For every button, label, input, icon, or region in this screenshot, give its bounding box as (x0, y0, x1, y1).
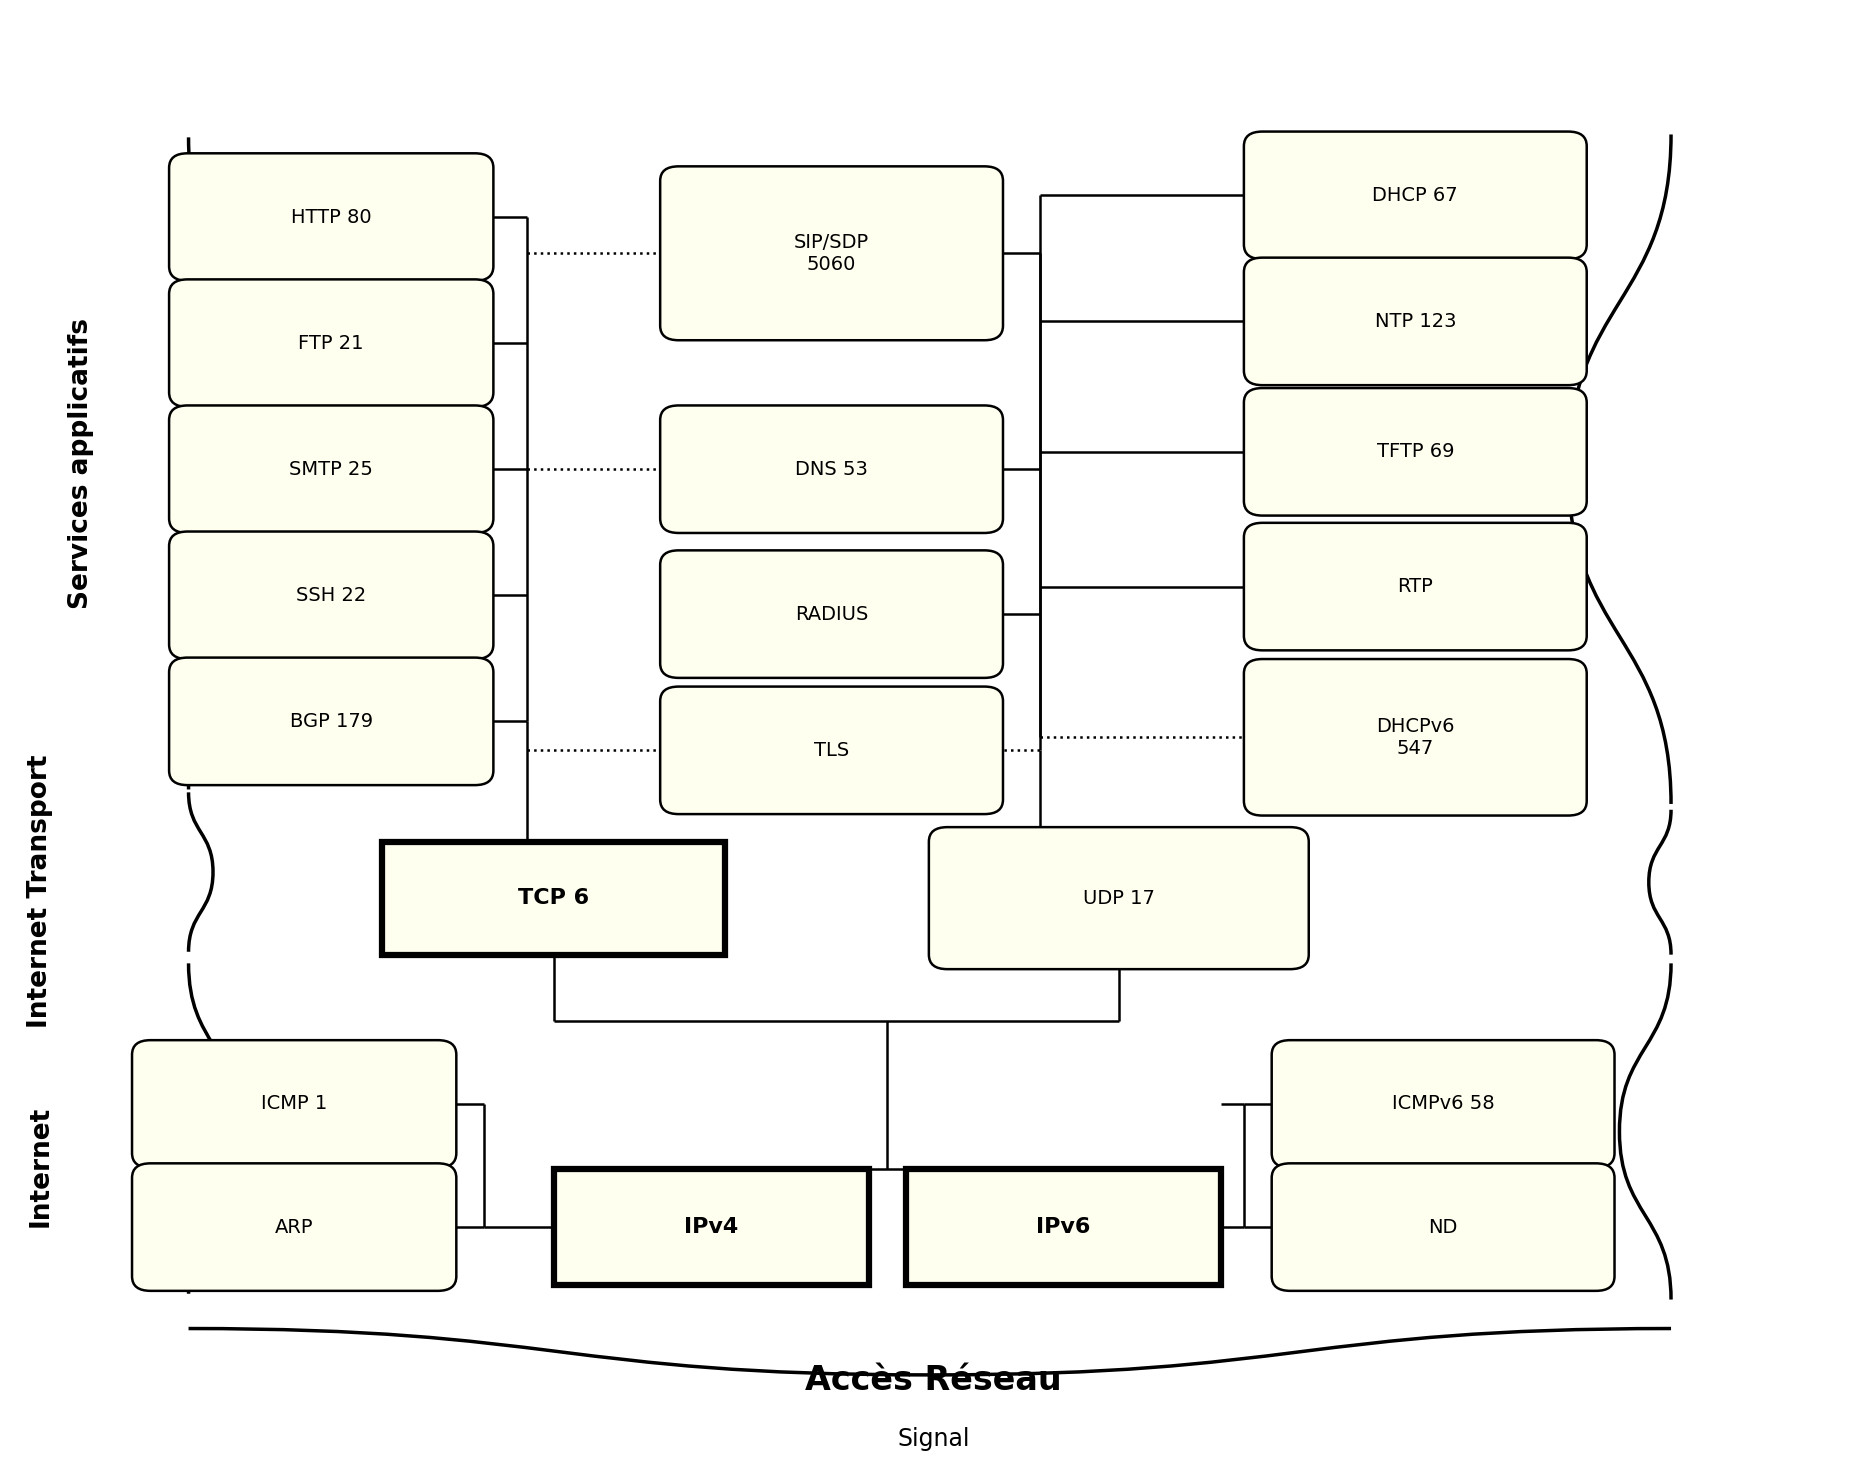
FancyBboxPatch shape (554, 1169, 868, 1285)
Text: TFTP 69: TFTP 69 (1376, 442, 1454, 461)
Text: UDP 17: UDP 17 (1083, 888, 1156, 907)
Text: IPv6: IPv6 (1036, 1217, 1090, 1238)
Text: SMTP 25: SMTP 25 (289, 459, 373, 478)
FancyBboxPatch shape (170, 279, 493, 407)
Text: Signal: Signal (898, 1426, 969, 1451)
Text: SSH 22: SSH 22 (297, 585, 366, 604)
FancyBboxPatch shape (170, 531, 493, 658)
Text: NTP 123: NTP 123 (1374, 312, 1456, 331)
Text: Internet: Internet (28, 1106, 54, 1227)
FancyBboxPatch shape (1243, 388, 1587, 515)
Text: BGP 179: BGP 179 (289, 712, 373, 732)
FancyBboxPatch shape (170, 657, 493, 786)
Text: ND: ND (1428, 1217, 1458, 1236)
Text: DNS 53: DNS 53 (795, 459, 868, 478)
FancyBboxPatch shape (1271, 1040, 1615, 1167)
FancyBboxPatch shape (1243, 257, 1587, 385)
FancyBboxPatch shape (1243, 658, 1587, 815)
Text: RADIUS: RADIUS (795, 604, 868, 623)
FancyBboxPatch shape (661, 686, 1003, 813)
FancyBboxPatch shape (133, 1163, 456, 1290)
Text: TLS: TLS (814, 740, 849, 759)
Text: DHCP 67: DHCP 67 (1372, 186, 1458, 205)
Text: TCP 6: TCP 6 (517, 888, 590, 909)
FancyBboxPatch shape (1243, 132, 1587, 259)
Text: Internet Transport: Internet Transport (28, 753, 54, 1027)
FancyBboxPatch shape (383, 841, 724, 955)
FancyBboxPatch shape (661, 167, 1003, 341)
FancyBboxPatch shape (1243, 522, 1587, 651)
FancyBboxPatch shape (1271, 1163, 1615, 1290)
FancyBboxPatch shape (930, 827, 1309, 969)
Text: RTP: RTP (1397, 576, 1434, 595)
Text: Accès Réseau: Accès Réseau (805, 1364, 1062, 1397)
Text: DHCPv6
547: DHCPv6 547 (1376, 717, 1454, 758)
Text: IPv4: IPv4 (683, 1217, 737, 1238)
Text: ARP: ARP (274, 1217, 314, 1236)
Text: ICMPv6 58: ICMPv6 58 (1391, 1094, 1494, 1113)
FancyBboxPatch shape (905, 1169, 1221, 1285)
FancyBboxPatch shape (170, 154, 493, 281)
FancyBboxPatch shape (661, 405, 1003, 533)
FancyBboxPatch shape (661, 550, 1003, 677)
Text: Services applicatifs: Services applicatifs (67, 317, 93, 609)
FancyBboxPatch shape (170, 405, 493, 533)
FancyBboxPatch shape (133, 1040, 456, 1167)
Text: SIP/SDP
5060: SIP/SDP 5060 (793, 233, 870, 274)
Text: FTP 21: FTP 21 (299, 334, 364, 353)
Text: ICMP 1: ICMP 1 (261, 1094, 327, 1113)
Text: HTTP 80: HTTP 80 (291, 208, 372, 227)
